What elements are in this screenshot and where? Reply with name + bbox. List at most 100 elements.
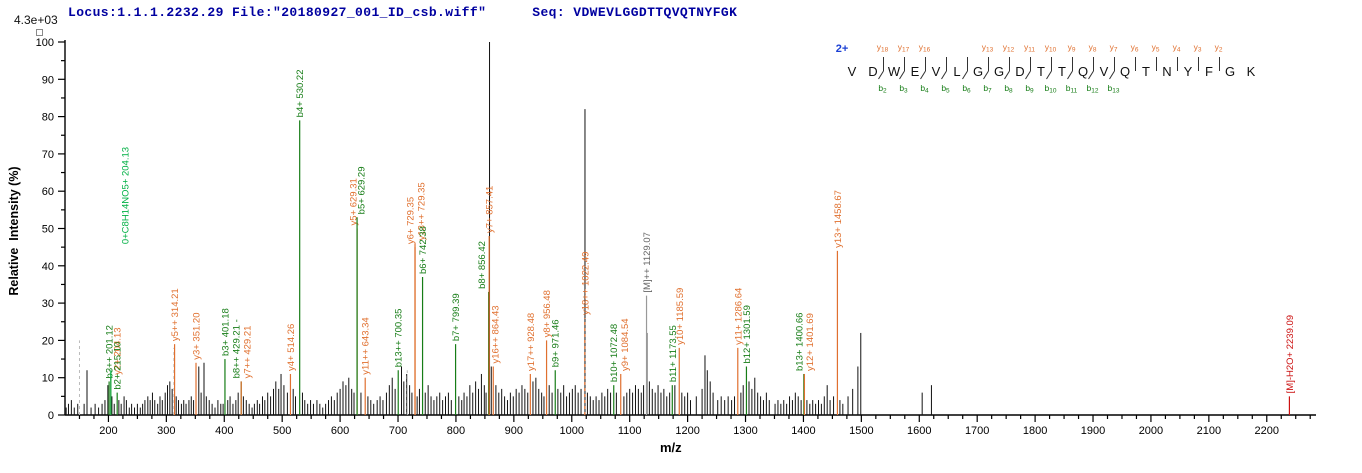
peptide-residue: G: [973, 64, 983, 79]
x-tick-label: 800: [447, 425, 465, 437]
peptide-residue: V: [1100, 64, 1109, 79]
x-tick-label: 2100: [1197, 425, 1221, 437]
peptide-residue: D: [868, 64, 877, 79]
fragment-divider-foot: [1025, 70, 1031, 80]
ion-label: b3+ 401.18: [220, 308, 231, 356]
peptide-residue: Q: [1078, 64, 1088, 79]
ion-label: b13+ 1400.66: [794, 313, 805, 371]
x-tick-label: 1300: [733, 425, 757, 437]
x-tick-label: 2200: [1255, 425, 1279, 437]
ion-label: y11++ 643.34: [361, 317, 372, 374]
y-tick-label: 100: [36, 37, 54, 49]
y-ion-tag: y9: [1068, 42, 1076, 54]
ion-label: y10+ 1185.59: [675, 288, 686, 345]
ion-label: b4+ 530.22: [295, 70, 306, 118]
fragment-divider-foot: [983, 70, 989, 80]
x-tick-label: 900: [505, 425, 523, 437]
y-tick-label: 30: [42, 298, 54, 310]
x-tick-label: 1800: [1023, 425, 1047, 437]
y-tick-label: 80: [42, 112, 54, 124]
y-ion-tag: y17: [898, 42, 910, 54]
b-ion-tag: b2: [878, 83, 887, 95]
peptide-residue: T: [1037, 64, 1045, 79]
y-tick-label: 50: [42, 224, 54, 236]
ion-label: y16++ 864.43: [491, 305, 502, 363]
y-tick-label: 20: [42, 335, 54, 347]
fragment-divider-foot: [1109, 70, 1115, 80]
peptide-residue: D: [1015, 64, 1024, 79]
ion-label: y8+ 956.48: [542, 290, 553, 337]
ion-label: y5+ 629.31: [349, 178, 360, 225]
x-tick-label: 200: [99, 425, 117, 437]
fragment-divider-foot: [962, 70, 968, 80]
peptide-residue: Y: [1184, 64, 1193, 79]
ion-label: y5++ 314.21: [170, 288, 181, 341]
y-ion-tag: y5: [1152, 42, 1160, 54]
b-ion-tag: b13: [1108, 83, 1120, 95]
peptide-residue: T: [1058, 64, 1066, 79]
peptide-residue: E: [911, 64, 920, 79]
y-ion-tag: y7: [1110, 42, 1118, 54]
ion-label: b9+ 971.46: [551, 319, 562, 367]
peptide-residue: L: [953, 64, 960, 79]
locus-file-text: Locus:1.1.1.2232.29 File:"20180927_001_I…: [68, 5, 487, 20]
ion-label: b7+ 799.39: [451, 293, 462, 341]
x-tick-label: 500: [273, 425, 291, 437]
b-ion-tag: b11: [1066, 83, 1078, 95]
fragment-divider-foot: [878, 70, 884, 80]
peptide-residue: K: [1247, 64, 1256, 79]
x-tick-label: 1900: [1081, 425, 1105, 437]
axis-corner-marker: [36, 29, 43, 36]
peptide-residue: N: [1162, 64, 1171, 79]
ion-label: b10+ 1072.48: [609, 324, 620, 382]
b-ion-tag: b12: [1087, 83, 1099, 95]
y-ion-tag: y4: [1173, 42, 1181, 54]
ion-label: b11+ 1173.55: [668, 325, 679, 382]
ion-label: y7++ 429.21: [243, 326, 254, 379]
ion-label: b12+ 1301.59: [742, 305, 753, 363]
ion-label: b5+ 629.29: [357, 166, 368, 214]
y-ion-tag: y11: [1024, 42, 1035, 54]
y-tick-label: 60: [42, 186, 54, 198]
y-ion-tag: y12: [1003, 42, 1015, 54]
ion-label: y11+ 1286.64: [733, 288, 744, 345]
ion-label: y17++ 928.48: [526, 313, 537, 371]
precursor-charge-label: 2+: [836, 43, 849, 55]
sequence-text: VDWEVLGGDTTQVQTNYFGK: [573, 5, 738, 20]
ion-label: y6+ 729.35: [406, 197, 417, 244]
peptide-residue: V: [932, 64, 941, 79]
y-tick-label: 10: [42, 373, 54, 385]
x-tick-label: 400: [215, 425, 233, 437]
max-intensity-readout: 4.3e+03: [14, 13, 58, 27]
ion-label: y3+ 351.20: [192, 312, 203, 359]
ion-label: 0+C8H14NO5+ 204.13: [120, 147, 131, 244]
ion-label: y12+ 1401.69: [805, 313, 816, 371]
ion-label: b3++ 201.12: [105, 325, 116, 378]
peptide-residue: G: [1225, 64, 1235, 79]
ion-label: y18++ 1022.49: [580, 252, 591, 315]
fragment-divider-foot: [1067, 70, 1073, 80]
fragment-divider-foot: [1088, 70, 1094, 80]
peptide-residue: V: [848, 64, 857, 79]
b-ion-tag: b7: [983, 83, 992, 95]
x-tick-label: 1400: [791, 425, 815, 437]
y-ion-tag: y2: [1215, 42, 1223, 54]
fragment-divider-foot: [1046, 70, 1052, 80]
y-tick-label: 90: [42, 74, 54, 86]
ion-label: y2+ 204.13: [112, 327, 123, 374]
ion-label: b8++ 429.21 -: [232, 319, 243, 378]
fragment-divider-foot: [920, 70, 926, 80]
y-tick-label: 0: [48, 410, 54, 422]
ion-label: [M]-H2O+ 2239.09: [1285, 315, 1296, 393]
x-tick-label: 1700: [965, 425, 989, 437]
y-ion-tag: y6: [1131, 42, 1139, 54]
seq-label: Seq:: [532, 5, 566, 20]
b-ion-tag: b6: [962, 83, 971, 95]
b-ion-tag: b5: [941, 83, 950, 95]
x-axis-title: m/z: [660, 440, 682, 455]
ion-label: y7+ 857.41: [485, 186, 496, 233]
x-tick-label: 1200: [675, 425, 699, 437]
y-ion-tag: y3: [1194, 42, 1202, 54]
ion-label: b2+ 215.10: [113, 342, 124, 390]
